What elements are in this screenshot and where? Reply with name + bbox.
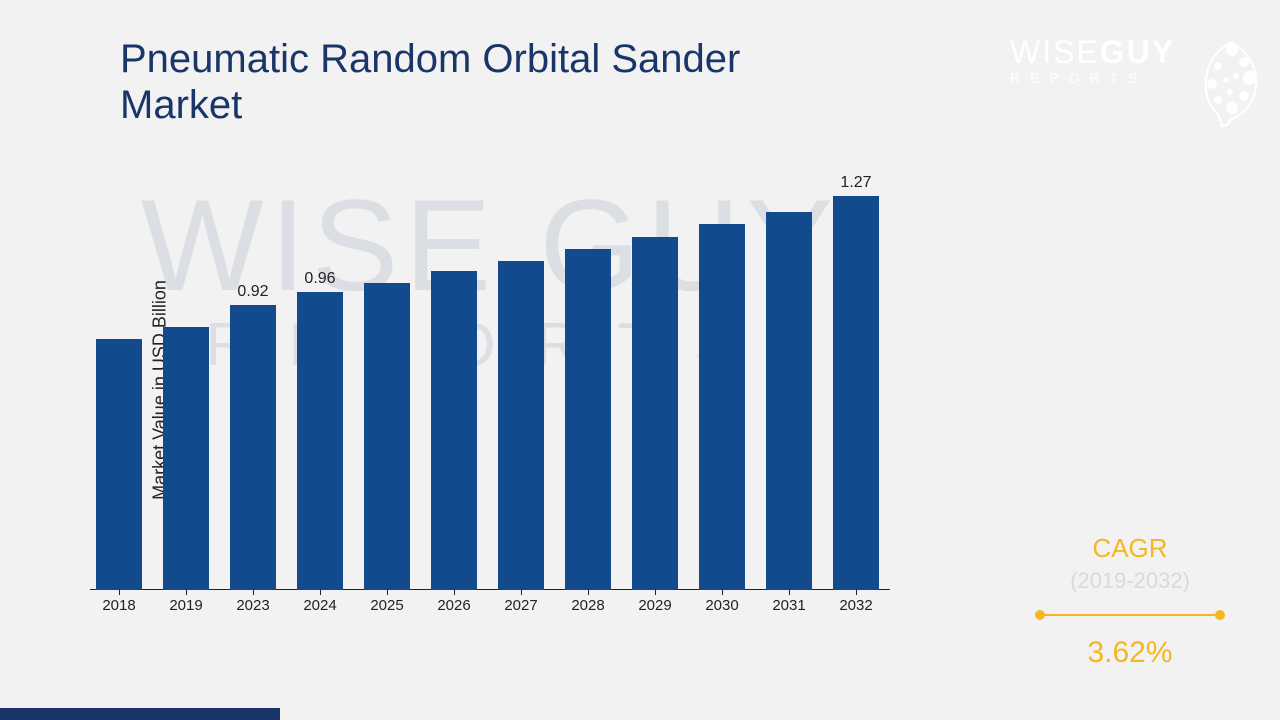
x-tick-mark (320, 590, 321, 595)
right-content: WISEGUY REPORTS CAGR (2019-2032) 3.62% (980, 0, 1280, 720)
bar (431, 271, 477, 590)
x-tick-label: 2019 (157, 597, 215, 614)
x-tick-mark (454, 590, 455, 595)
bar: 0.92 (230, 305, 276, 590)
bar (766, 212, 812, 590)
x-tick-mark (253, 590, 254, 595)
page-root: WISEGUY REPORTS CAGR (2019-2032) 3.62% P… (0, 0, 1280, 720)
plot-area: 201820190.9220230.9620242025202620272028… (90, 170, 890, 590)
x-tick-label: 2023 (224, 597, 282, 614)
bar (163, 327, 209, 591)
bar: 1.27 (833, 196, 879, 590)
bar (96, 339, 142, 590)
logo-word1: WISE (1010, 34, 1100, 70)
bottom-accent-bar (0, 708, 280, 720)
x-tick-mark (722, 590, 723, 595)
bar-value-label: 1.27 (833, 174, 879, 192)
brand-logo-main: WISEGUY (1010, 36, 1175, 68)
cagr-value: 3.62% (1030, 636, 1230, 670)
chart-title: Pneumatic Random Orbital Sander Market (120, 36, 840, 128)
x-tick-mark (655, 590, 656, 595)
x-tick-mark (789, 590, 790, 595)
logo-word2: GUY (1100, 34, 1175, 70)
x-tick-label: 2030 (693, 597, 751, 614)
bar-chart: Market Value in USD Billion 201820190.92… (60, 160, 900, 620)
x-tick-label: 2031 (760, 597, 818, 614)
brand-logo: WISEGUY REPORTS (1010, 36, 1175, 86)
bar: 0.96 (297, 292, 343, 590)
x-tick-mark (521, 590, 522, 595)
cagr-period: (2019-2032) (1030, 568, 1230, 594)
x-tick-mark (856, 590, 857, 595)
x-tick-label: 2029 (626, 597, 684, 614)
bar (699, 224, 745, 590)
cagr-divider (1040, 614, 1220, 616)
x-tick-mark (119, 590, 120, 595)
bar (364, 283, 410, 590)
cagr-block: CAGR (2019-2032) 3.62% (1030, 533, 1230, 670)
x-tick-mark (186, 590, 187, 595)
x-tick-label: 2027 (492, 597, 550, 614)
x-tick-label: 2024 (291, 597, 349, 614)
x-tick-label: 2032 (827, 597, 885, 614)
bar-value-label: 0.96 (297, 270, 343, 288)
x-tick-mark (588, 590, 589, 595)
bar (632, 237, 678, 590)
x-tick-label: 2026 (425, 597, 483, 614)
cagr-label: CAGR (1030, 533, 1230, 564)
x-tick-mark (387, 590, 388, 595)
x-tick-label: 2025 (358, 597, 416, 614)
bar (565, 249, 611, 590)
brand-head-icon (1182, 30, 1262, 130)
x-tick-label: 2028 (559, 597, 617, 614)
bar-value-label: 0.92 (230, 283, 276, 301)
bar (498, 261, 544, 590)
x-tick-label: 2018 (90, 597, 148, 614)
brand-logo-sub: REPORTS (1010, 70, 1175, 86)
